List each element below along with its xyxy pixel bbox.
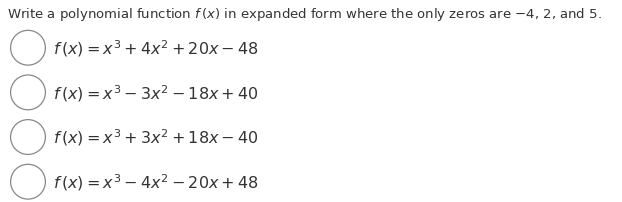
- Text: $f\,(x) = x^3 - 3x^2 - 18x + 40$: $f\,(x) = x^3 - 3x^2 - 18x + 40$: [53, 83, 258, 103]
- Text: $f\,(x) = x^3 - 4x^2 - 20x + 48$: $f\,(x) = x^3 - 4x^2 - 20x + 48$: [53, 171, 259, 192]
- Text: Write a polynomial function $f\,(x)$ in expanded form where the only zeros are $: Write a polynomial function $f\,(x)$ in …: [7, 6, 602, 23]
- Text: $f\,(x) = x^3 + 3x^2 + 18x - 40$: $f\,(x) = x^3 + 3x^2 + 18x - 40$: [53, 127, 258, 148]
- Text: $f\,(x) = x^3 + 4x^2 + 20x - 48$: $f\,(x) = x^3 + 4x^2 + 20x - 48$: [53, 38, 259, 59]
